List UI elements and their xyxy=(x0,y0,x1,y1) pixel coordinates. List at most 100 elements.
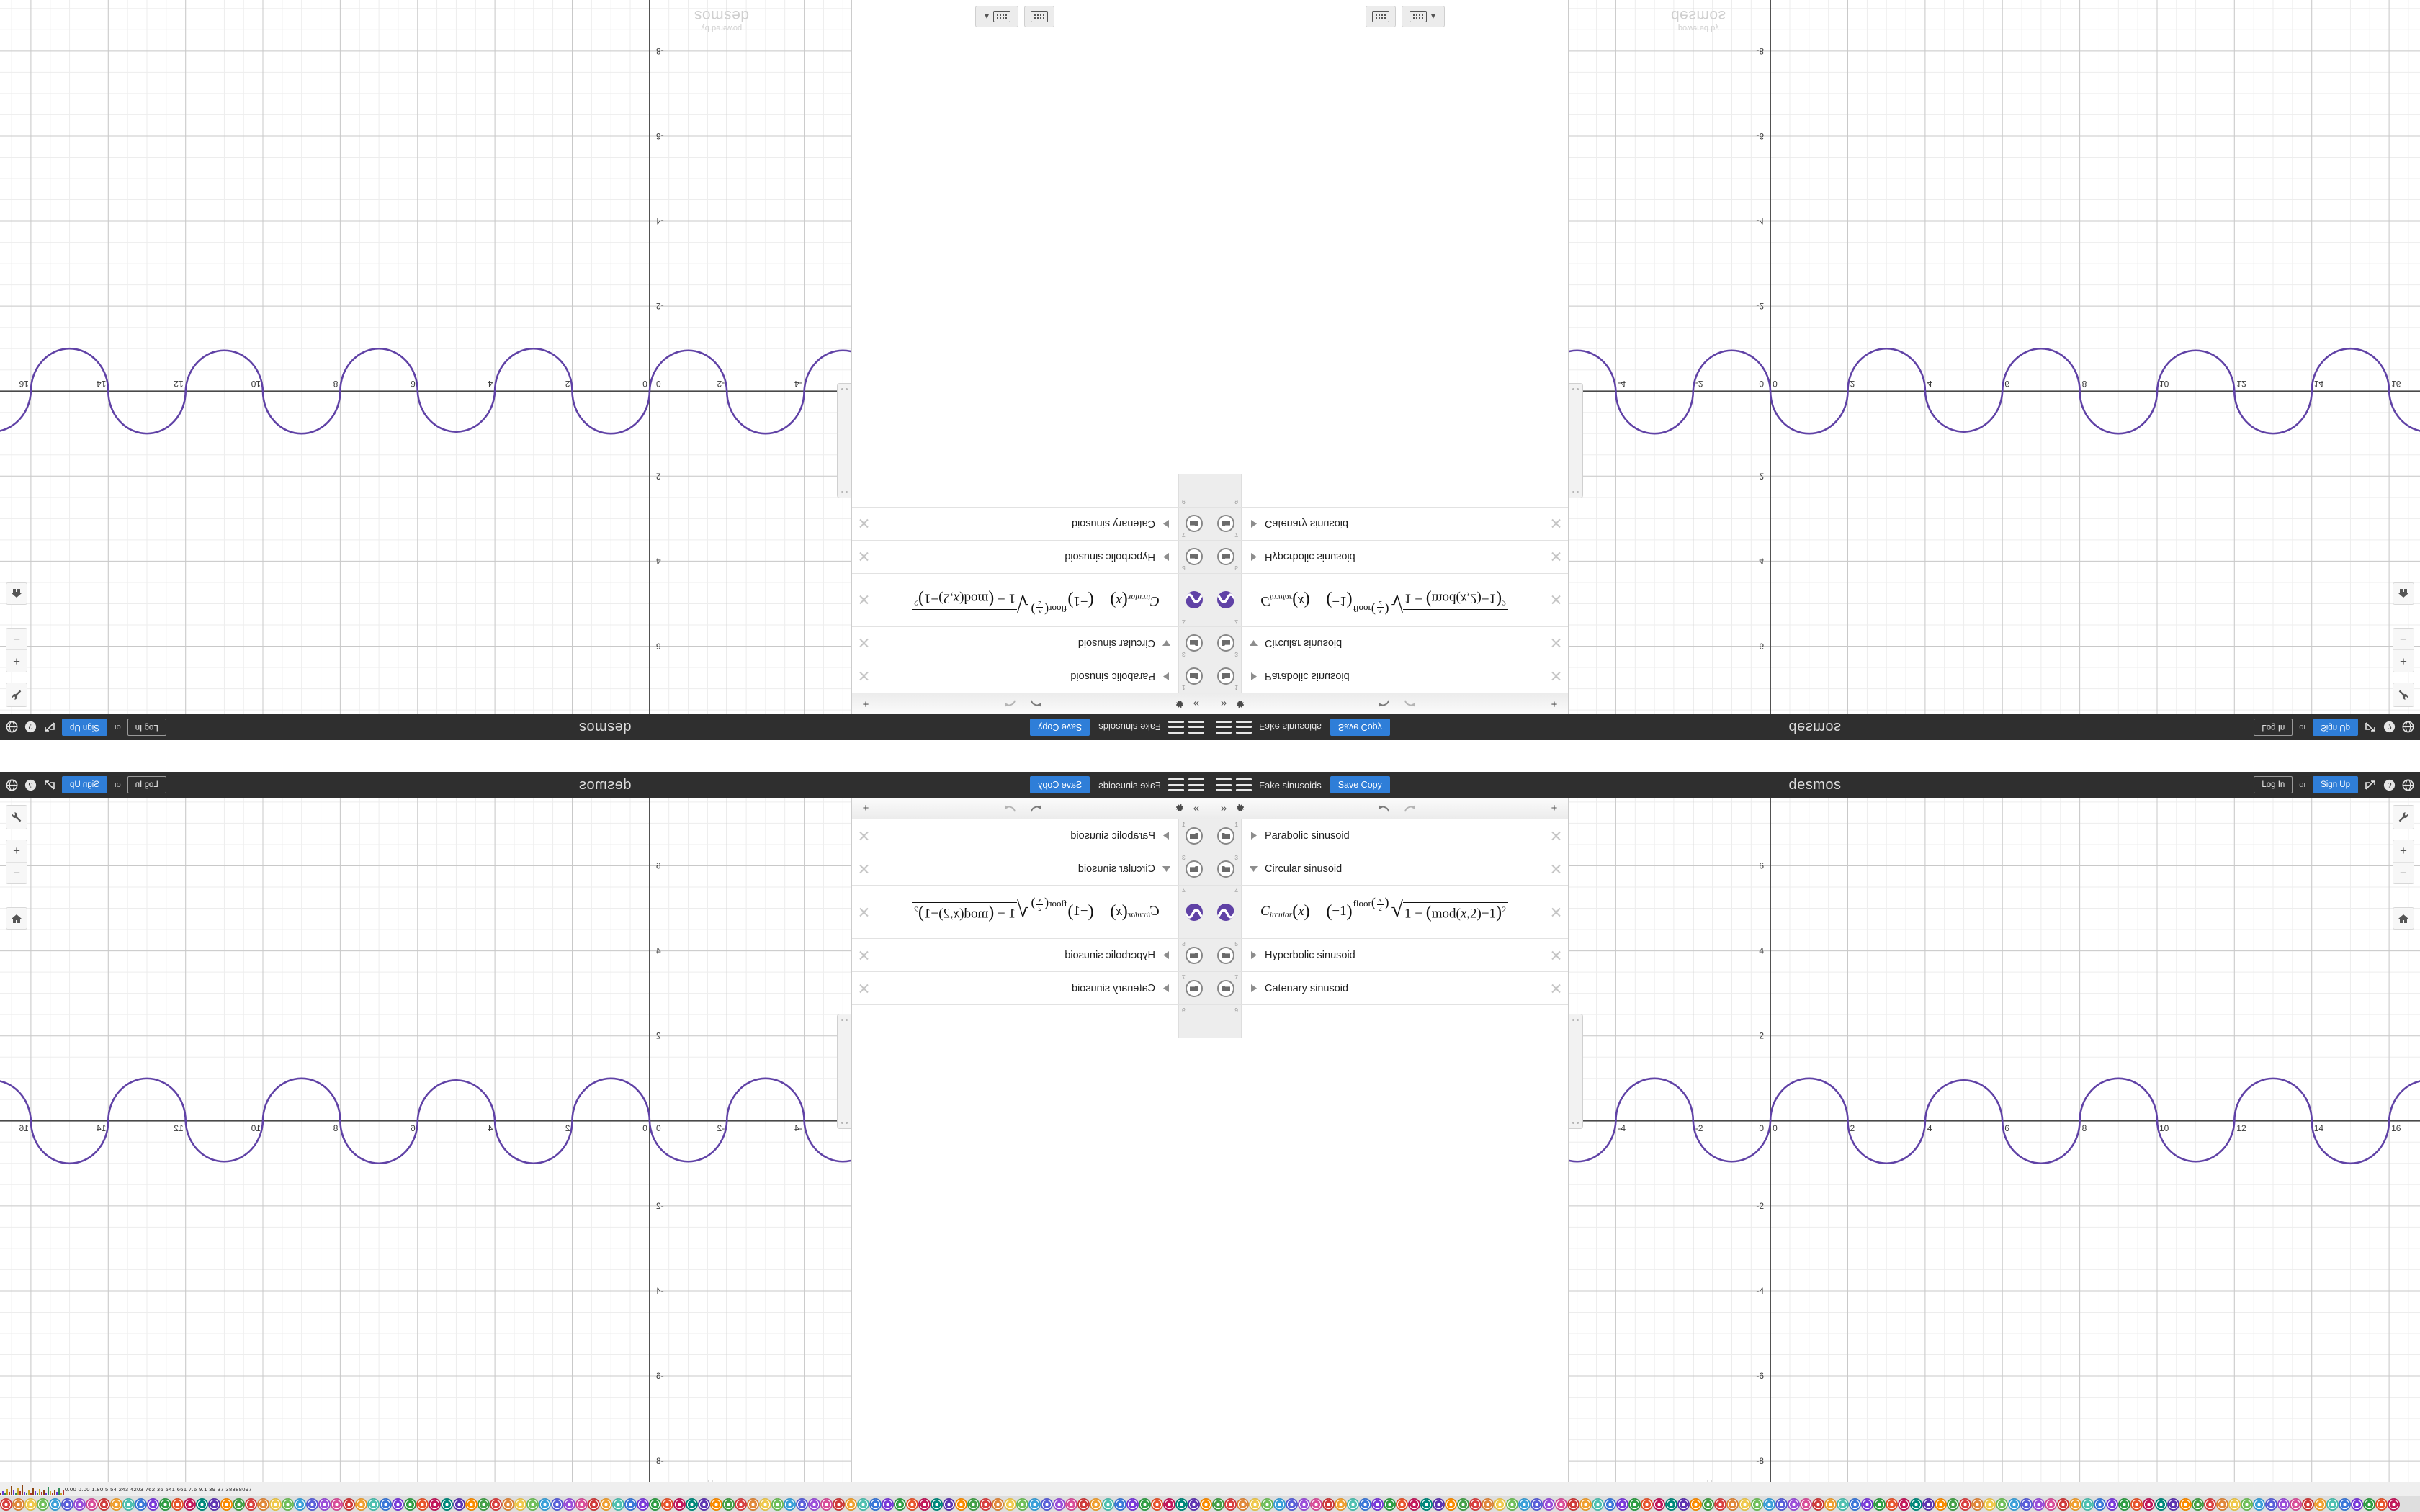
graph-settings-wrench[interactable] xyxy=(2393,805,2414,829)
folder-icon[interactable] xyxy=(1216,515,1234,533)
browser-tab-favicon[interactable] xyxy=(73,1498,86,1511)
browser-tab-favicon[interactable] xyxy=(1604,1498,1616,1511)
browser-tab-favicon[interactable] xyxy=(1714,1498,1726,1511)
caret-right-icon[interactable] xyxy=(1162,950,1171,960)
browser-tab-favicon[interactable] xyxy=(2228,1498,2241,1511)
folder-label[interactable]: Circular sinusoid xyxy=(1265,637,1343,649)
browser-tab-favicon[interactable] xyxy=(245,1498,257,1511)
undo-icon[interactable] xyxy=(1028,696,1044,712)
expression-row-body[interactable]: Parabolic sinusoid xyxy=(852,660,1178,693)
browser-tab-favicon[interactable] xyxy=(2216,1498,2228,1511)
browser-tab-favicon[interactable] xyxy=(2388,1498,2400,1511)
browser-tab-favicon[interactable] xyxy=(416,1498,429,1511)
add-expression-button[interactable]: + xyxy=(862,802,869,814)
expression-row[interactable]: 5 Hyperbolic sinusoid xyxy=(1210,540,1568,573)
expression-row-body[interactable]: Catenary sinusoid xyxy=(852,508,1178,540)
help-icon[interactable]: ? xyxy=(24,779,37,791)
expression-row[interactable]: 7 Catenary sinusoid xyxy=(1210,972,1568,1005)
save-copy-button[interactable]: Save Copy xyxy=(1030,776,1090,793)
delete-expression-icon[interactable] xyxy=(859,671,869,682)
folder-icon[interactable] xyxy=(1216,634,1234,652)
delete-expression-icon[interactable] xyxy=(1551,830,1561,841)
add-expression-button[interactable]: + xyxy=(862,698,869,710)
browser-tab-favicon[interactable] xyxy=(600,1498,612,1511)
delete-expression-icon[interactable] xyxy=(859,830,869,841)
browser-tab-favicon[interactable] xyxy=(1910,1498,1922,1511)
expression-row-body[interactable]: Circular sinusoid xyxy=(1242,626,1568,660)
browser-tab-favicon[interactable] xyxy=(1555,1498,1567,1511)
folder-icon[interactable] xyxy=(1216,667,1234,685)
browser-tab-favicon[interactable] xyxy=(882,1498,894,1511)
graph-title[interactable]: Fake sinusoids xyxy=(1098,779,1161,791)
browser-tab-favicon[interactable] xyxy=(1628,1498,1641,1511)
expression-row-body[interactable]: Hyperbolic sinusoid xyxy=(1242,939,1568,971)
browser-tab-favicon[interactable] xyxy=(1947,1498,1959,1511)
graph-canvas[interactable]: -4 -2 0 2 4 6 8 10 12 14 16 6 4 2 -2 -4 -6 -8 0 + − xyxy=(1569,798,2420,1512)
browser-tab-favicon[interactable] xyxy=(1126,1498,1139,1511)
caret-down-icon[interactable] xyxy=(1162,864,1171,873)
desmos-app[interactable]: Fake sinusoids Save Copy desmos Log In o… xyxy=(0,0,1210,756)
login-button[interactable]: Log In xyxy=(2254,776,2293,793)
expression-row-body[interactable] xyxy=(852,1005,1178,1038)
browser-tab-favicon[interactable] xyxy=(967,1498,980,1511)
browser-tab-favicon[interactable] xyxy=(1579,1498,1592,1511)
browser-tab-favicon[interactable] xyxy=(294,1498,306,1511)
browser-tab-favicon[interactable] xyxy=(1347,1498,1359,1511)
browser-tab-favicon[interactable] xyxy=(147,1498,159,1511)
browser-tab-favicon[interactable] xyxy=(1543,1498,1555,1511)
browser-tab-favicon[interactable] xyxy=(1592,1498,1604,1511)
delete-expression-icon[interactable] xyxy=(859,638,869,649)
browser-tab-favicon[interactable] xyxy=(992,1498,1004,1511)
zoom-in-button[interactable]: + xyxy=(2400,844,2407,858)
folder-label[interactable]: Hyperbolic sinusoid xyxy=(1265,949,1355,961)
expression-row[interactable]: 9 xyxy=(852,1005,1210,1038)
keyboard-toggle-small[interactable] xyxy=(1366,6,1396,27)
browser-tab-favicon[interactable] xyxy=(514,1498,526,1511)
panel-resize-handle[interactable] xyxy=(1569,1014,1583,1129)
browser-tab-favicon[interactable] xyxy=(2277,1498,2290,1511)
browser-tab-favicon[interactable] xyxy=(722,1498,735,1511)
caret-down-icon[interactable] xyxy=(1249,639,1258,648)
browser-tab-favicon[interactable] xyxy=(1739,1498,1751,1511)
folder-icon[interactable] xyxy=(1186,827,1204,845)
graph-menu-icon[interactable] xyxy=(1168,778,1184,791)
caret-right-icon[interactable] xyxy=(1249,950,1258,960)
browser-tab-favicon[interactable] xyxy=(1384,1498,1396,1511)
globe-icon[interactable] xyxy=(2402,721,2414,734)
browser-tab-favicon[interactable] xyxy=(649,1498,661,1511)
browser-tab-favicon[interactable] xyxy=(110,1498,122,1511)
browser-tab-favicon[interactable] xyxy=(2008,1498,2020,1511)
browser-tab-favicon[interactable] xyxy=(1090,1498,1102,1511)
browser-tab-favicon[interactable] xyxy=(135,1498,147,1511)
browser-tab-favicon[interactable] xyxy=(0,1498,12,1511)
zoom-controls[interactable]: + − xyxy=(2393,628,2414,672)
expression-row[interactable]: 5 Hyperbolic sinusoid xyxy=(852,939,1210,972)
expression-row[interactable]: 3 Circular sinusoid xyxy=(1210,852,1568,886)
graph-settings-wrench[interactable] xyxy=(2393,683,2414,707)
zoom-out-button[interactable]: − xyxy=(2393,629,2414,650)
browser-tab-favicon[interactable] xyxy=(37,1498,49,1511)
expression-row-body[interactable]: Catenary sinusoid xyxy=(852,972,1178,1004)
expression-panel[interactable]: » xyxy=(837,0,1210,714)
browser-tab-favicon[interactable] xyxy=(673,1498,686,1511)
zoom-controls[interactable]: + − xyxy=(6,628,27,672)
browser-tab-favicon[interactable] xyxy=(624,1498,637,1511)
browser-tab-favicon[interactable] xyxy=(2045,1498,2057,1511)
browser-tab-favicon[interactable] xyxy=(869,1498,882,1511)
browser-tab-favicon[interactable] xyxy=(1726,1498,1739,1511)
folder-label[interactable]: Catenary sinusoid xyxy=(1071,982,1155,994)
zoom-controls[interactable]: + − xyxy=(2393,840,2414,884)
browser-tab-favicon[interactable] xyxy=(588,1498,600,1511)
caret-right-icon[interactable] xyxy=(1162,672,1171,681)
expression-row-body[interactable]: Hyperbolic sinusoid xyxy=(852,541,1178,573)
browser-tab-favicon[interactable] xyxy=(404,1498,416,1511)
browser-tab-favicon[interactable] xyxy=(2326,1498,2339,1511)
panel-resize-handle[interactable] xyxy=(837,1014,851,1129)
folder-icon[interactable] xyxy=(1186,860,1204,878)
browser-tab-favicon[interactable] xyxy=(1751,1498,1763,1511)
gear-icon[interactable] xyxy=(1173,696,1188,712)
